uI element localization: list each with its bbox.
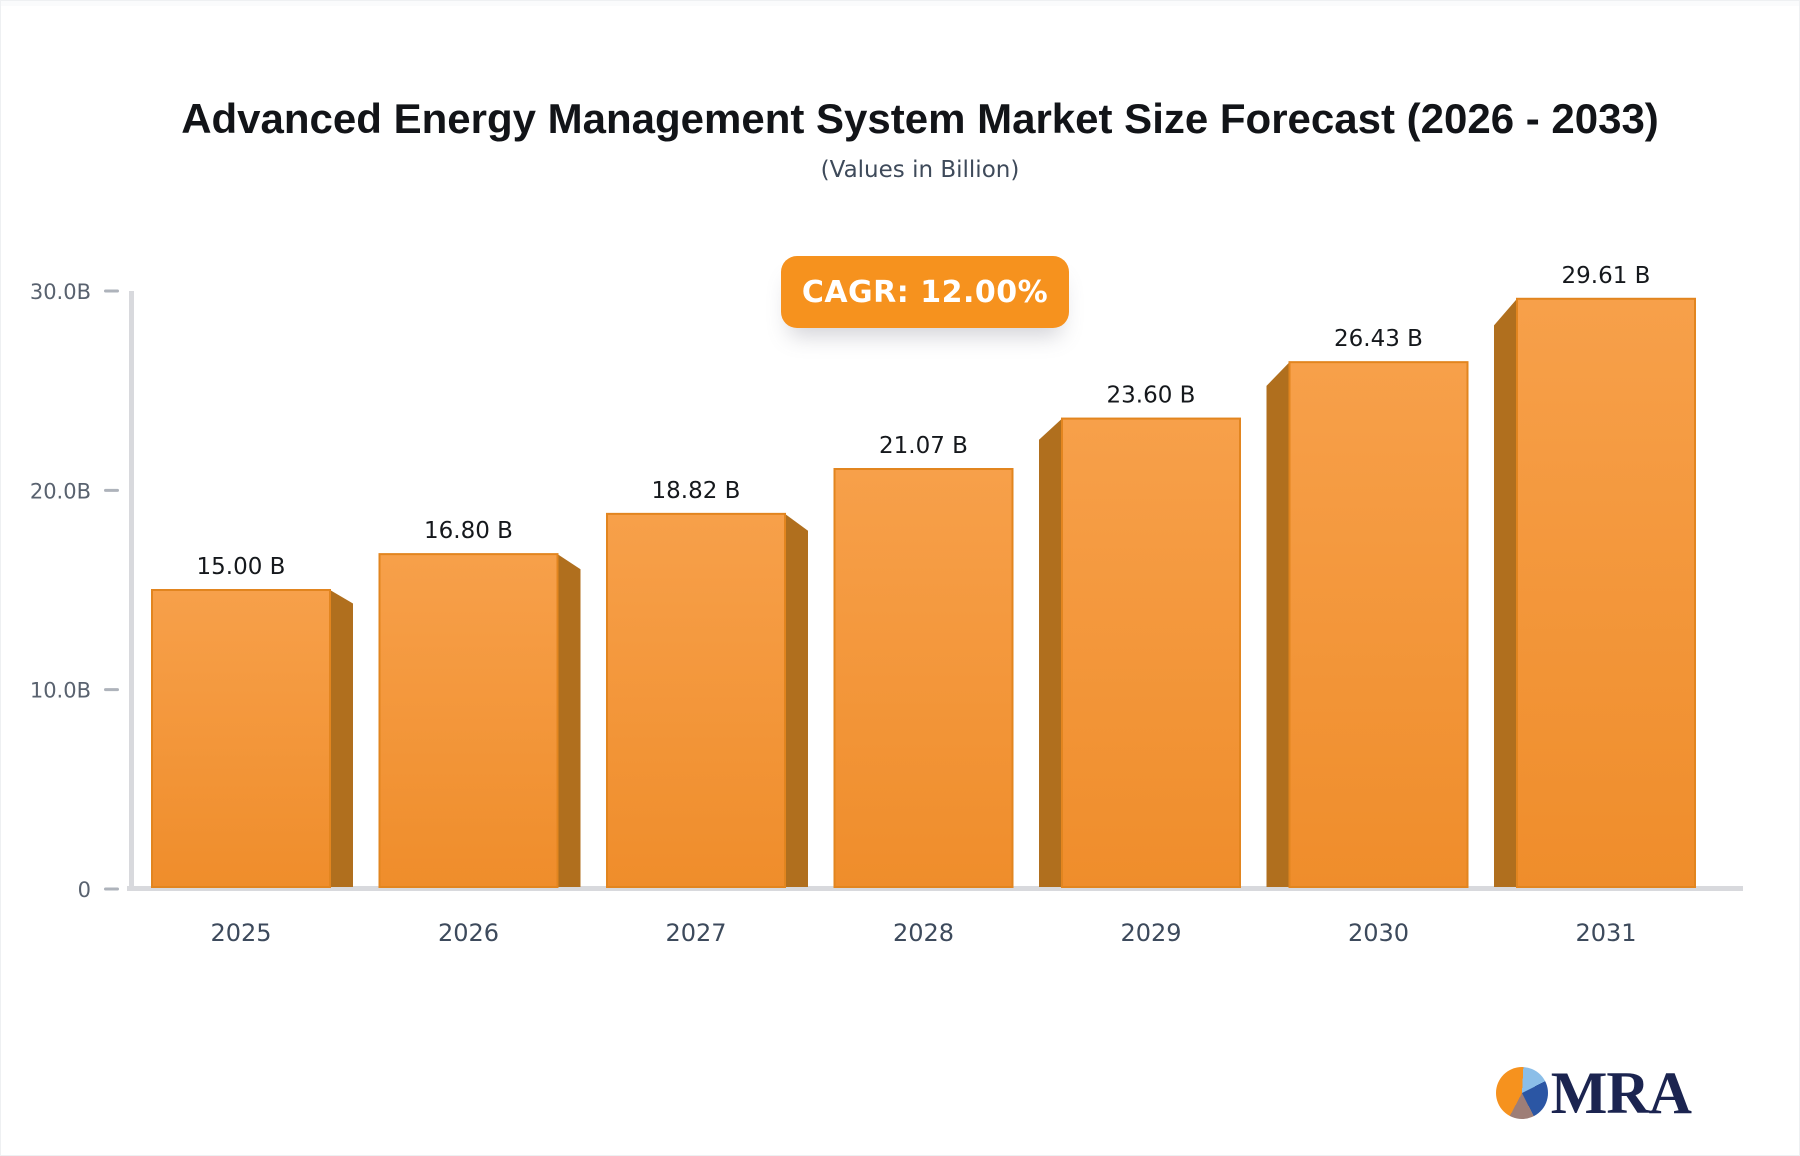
y-tick-label: 30.0B — [30, 280, 91, 304]
bar-2029 — [1039, 417, 1241, 888]
bar-value-label: 21.07 B — [879, 433, 968, 459]
bar-face — [833, 468, 1014, 888]
cagr-badge-label: CAGR: 12.00% — [801, 274, 1049, 310]
y-axis-line — [129, 291, 134, 891]
brand-logo: MRA — [1495, 1060, 1692, 1126]
x-tick-label: 2030 — [1348, 919, 1409, 947]
bar-side-face — [1039, 418, 1062, 887]
brand-name: MRA — [1550, 1060, 1692, 1126]
bar-2025 — [151, 589, 353, 888]
bar-side-face — [1266, 362, 1290, 887]
bar-side-face — [330, 590, 353, 887]
y-tick-mark — [104, 688, 119, 692]
y-tick-label: 10.0B — [30, 679, 91, 703]
bar-value-label: 16.80 B — [424, 518, 513, 544]
bar-side-face — [1494, 298, 1517, 887]
x-tick-label: 2027 — [665, 919, 726, 947]
x-tick-label: 2026 — [438, 919, 499, 947]
chart-subtitle: (Values in Billion) — [820, 157, 1020, 183]
x-tick-label: 2031 — [1575, 919, 1636, 947]
cagr-badge: CAGR: 12.00% — [781, 256, 1069, 328]
bar-2031 — [1494, 297, 1696, 888]
chart-title: Advanced Energy Management System Market… — [181, 95, 1659, 142]
chart-header: Advanced Energy Management System Market… — [41, 95, 1799, 183]
y-tick-label: 0 — [78, 878, 91, 902]
bar-side-face — [785, 513, 808, 887]
y-tick-label: 20.0B — [30, 479, 91, 503]
x-tick-label: 2029 — [1120, 919, 1181, 947]
bar-2028 — [833, 468, 1014, 888]
bar-face — [378, 553, 559, 888]
y-tick-mark — [104, 887, 119, 891]
top-edge-strip — [1, 1, 1799, 6]
bar-face — [606, 512, 786, 888]
bar-value-label: 15.00 B — [197, 554, 286, 580]
bar-side-face — [557, 554, 581, 887]
bar-value-label: 26.43 B — [1334, 326, 1423, 352]
bar-face — [1516, 297, 1696, 888]
bar-value-label: 29.61 B — [1562, 263, 1651, 289]
bar-face — [151, 589, 331, 888]
x-tick-label: 2025 — [210, 919, 271, 947]
bar-2030 — [1266, 361, 1469, 888]
pie-logo-icon — [1495, 1067, 1548, 1119]
y-tick-mark — [104, 488, 119, 492]
bar-value-label: 23.60 B — [1107, 383, 1196, 409]
bar-face — [1061, 417, 1241, 888]
bar-face — [1288, 361, 1469, 888]
x-axis-line — [127, 886, 1743, 891]
x-tick-label: 2028 — [893, 919, 954, 947]
bar-value-label: 18.82 B — [652, 478, 741, 504]
bar-2027 — [606, 512, 808, 888]
bar-2026 — [378, 553, 581, 888]
y-tick-mark — [104, 289, 119, 293]
